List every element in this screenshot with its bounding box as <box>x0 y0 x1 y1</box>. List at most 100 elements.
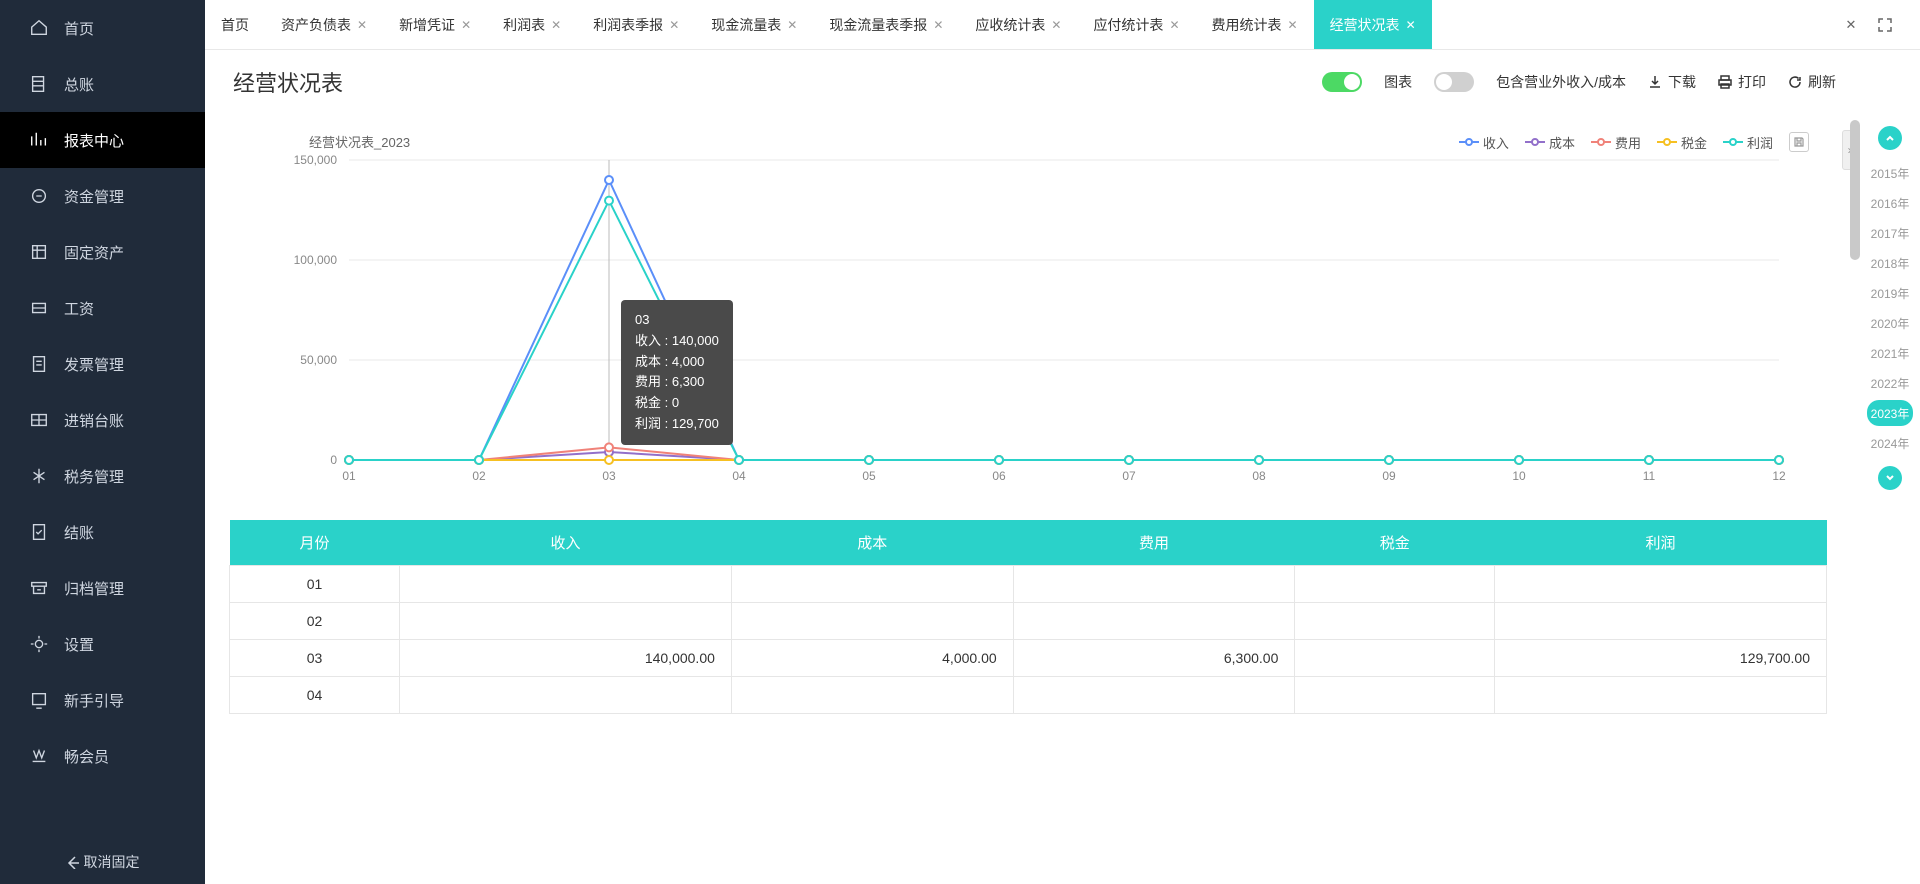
year-button[interactable]: 2017年 <box>1867 220 1913 246</box>
tab-close-icon[interactable]: ✕ <box>1051 18 1061 32</box>
table-cell <box>1495 603 1827 640</box>
sidebar-item-label: 新手引导 <box>64 690 124 711</box>
fullscreen-button[interactable] <box>1868 8 1902 42</box>
year-button[interactable]: 2019年 <box>1867 280 1913 306</box>
year-button[interactable]: 2015年 <box>1867 160 1913 186</box>
toolbar: 经营状况表 图表 包含营业外收入/成本 下载 打印 刷新 <box>205 50 1864 114</box>
tab-label: 应付统计表 <box>1093 15 1163 35</box>
close-period-icon <box>28 521 50 543</box>
svg-text:11: 11 <box>1643 469 1656 483</box>
table-cell: 140,000.00 <box>400 640 732 677</box>
tab[interactable]: 费用统计表 ✕ <box>1196 0 1314 49</box>
tab-close-icon[interactable]: ✕ <box>551 18 561 32</box>
tab[interactable]: 应付统计表 ✕ <box>1077 0 1195 49</box>
legend-label: 成本 <box>1549 133 1575 152</box>
legend-item[interactable]: 成本 <box>1525 133 1575 152</box>
svg-text:02: 02 <box>472 469 486 483</box>
tab[interactable]: 利润表季报 ✕ <box>577 0 695 49</box>
table-cell-month: 04 <box>230 677 400 714</box>
table-cell <box>1495 566 1827 603</box>
sidebar-item-settings[interactable]: 设置 <box>0 616 205 672</box>
sidebar-item-invoice[interactable]: 发票管理 <box>0 336 205 392</box>
tab-close-icon[interactable]: ✕ <box>1406 18 1416 32</box>
sidebar-item-money[interactable]: 资金管理 <box>0 168 205 224</box>
tab-label: 资产负债表 <box>281 15 351 35</box>
year-scroll-down-button[interactable] <box>1878 466 1902 490</box>
legend-item[interactable]: 收入 <box>1459 133 1509 152</box>
sidebar-item-label: 发票管理 <box>64 354 124 375</box>
svg-text:05: 05 <box>862 469 876 483</box>
tab-close-icon[interactable]: ✕ <box>669 18 679 32</box>
guide-icon <box>28 689 50 711</box>
table-cell: 129,700.00 <box>1495 640 1827 677</box>
sidebar-item-label: 结账 <box>64 522 94 543</box>
vertical-scrollbar[interactable] <box>1850 120 1860 884</box>
archive-icon <box>28 577 50 599</box>
tab-label: 利润表季报 <box>593 15 663 35</box>
sidebar-item-tax[interactable]: 税务管理 <box>0 448 205 504</box>
svg-text:06: 06 <box>992 469 1006 483</box>
extra-income-toggle-switch[interactable] <box>1434 72 1474 92</box>
sidebar-item-label: 总账 <box>64 74 94 95</box>
sidebar-item-ledger[interactable]: 总账 <box>0 56 205 112</box>
year-button[interactable]: 2020年 <box>1867 310 1913 336</box>
tab[interactable]: 现金流量表✕ <box>695 0 813 49</box>
invoice-icon <box>28 353 50 375</box>
tab[interactable]: 资产负债表 ✕ <box>265 0 383 49</box>
sidebar-item-home[interactable]: 首页 <box>0 0 205 56</box>
tab-close-all-button[interactable]: ✕ <box>1834 8 1868 42</box>
table-cell <box>731 603 1013 640</box>
tab[interactable]: 利润表✕ <box>487 0 577 49</box>
table-cell: 4,000.00 <box>731 640 1013 677</box>
year-button[interactable]: 2018年 <box>1867 250 1913 276</box>
tab-close-icon[interactable]: ✕ <box>357 18 367 32</box>
sidebar-item-salary[interactable]: 工资 <box>0 280 205 336</box>
year-button[interactable]: 2022年 <box>1867 370 1913 396</box>
table-row: 04 <box>230 677 1827 714</box>
table-cell <box>1295 640 1495 677</box>
sidebar-item-guide[interactable]: 新手引导 <box>0 672 205 728</box>
chart-save-button[interactable] <box>1789 132 1809 152</box>
tab-close-icon[interactable]: ✕ <box>787 18 797 32</box>
tab[interactable]: 应收统计表✕ <box>959 0 1077 49</box>
extra-income-toggle-label: 包含营业外收入/成本 <box>1496 72 1626 92</box>
sidebar-item-asset[interactable]: 固定资产 <box>0 224 205 280</box>
table-cell <box>731 566 1013 603</box>
legend-item[interactable]: 税金 <box>1657 133 1707 152</box>
chart-legend: 收入 成本费用 税金利润 <box>1459 132 1809 152</box>
year-button[interactable]: 2024年 <box>1867 430 1913 456</box>
tab-close-icon[interactable]: ✕ <box>1169 18 1179 32</box>
line-chart[interactable]: 050,000100,000150,0000102030405060708091… <box>229 120 1827 500</box>
tab-close-icon[interactable]: ✕ <box>461 18 471 32</box>
sidebar-item-chart[interactable]: 报表中心 <box>0 112 205 168</box>
sidebar-item-stock[interactable]: 进销台账 <box>0 392 205 448</box>
sidebar-unpin-button[interactable]: 取消固定 <box>0 840 205 884</box>
download-button[interactable]: 下载 <box>1648 72 1696 92</box>
tab-label: 现金流量表季报 <box>829 15 927 35</box>
print-button[interactable]: 打印 <box>1718 72 1766 92</box>
legend-item[interactable]: 利润 <box>1723 133 1773 152</box>
tab-close-icon[interactable]: ✕ <box>933 18 943 32</box>
sidebar-item-label: 归档管理 <box>64 578 124 599</box>
year-button[interactable]: 2016年 <box>1867 190 1913 216</box>
tab[interactable]: 首页 <box>205 0 265 49</box>
tab[interactable]: 现金流量表季报 ✕ <box>813 0 959 49</box>
year-button[interactable]: 2021年 <box>1867 340 1913 366</box>
year-scroll-up-button[interactable] <box>1878 126 1902 150</box>
sidebar-item-archive[interactable]: 归档管理 <box>0 560 205 616</box>
table-cell <box>400 603 732 640</box>
tab[interactable]: 新增凭证 ✕ <box>383 0 487 49</box>
tab-label: 费用统计表 <box>1212 15 1282 35</box>
refresh-button[interactable]: 刷新 <box>1788 72 1836 92</box>
legend-label: 税金 <box>1681 133 1707 152</box>
tab[interactable]: 经营状况表✕ <box>1314 0 1432 49</box>
sidebar-item-label: 设置 <box>64 634 94 655</box>
chart-toggle-switch[interactable] <box>1322 72 1362 92</box>
sidebar-item-vip[interactable]: 畅会员 <box>0 728 205 784</box>
legend-item[interactable]: 费用 <box>1591 133 1641 152</box>
sidebar-item-close-period[interactable]: 结账 <box>0 504 205 560</box>
settings-icon <box>28 633 50 655</box>
tab-label: 新增凭证 <box>399 15 455 35</box>
tab-close-icon[interactable]: ✕ <box>1288 18 1298 32</box>
year-button[interactable]: 2023年 <box>1867 400 1913 426</box>
